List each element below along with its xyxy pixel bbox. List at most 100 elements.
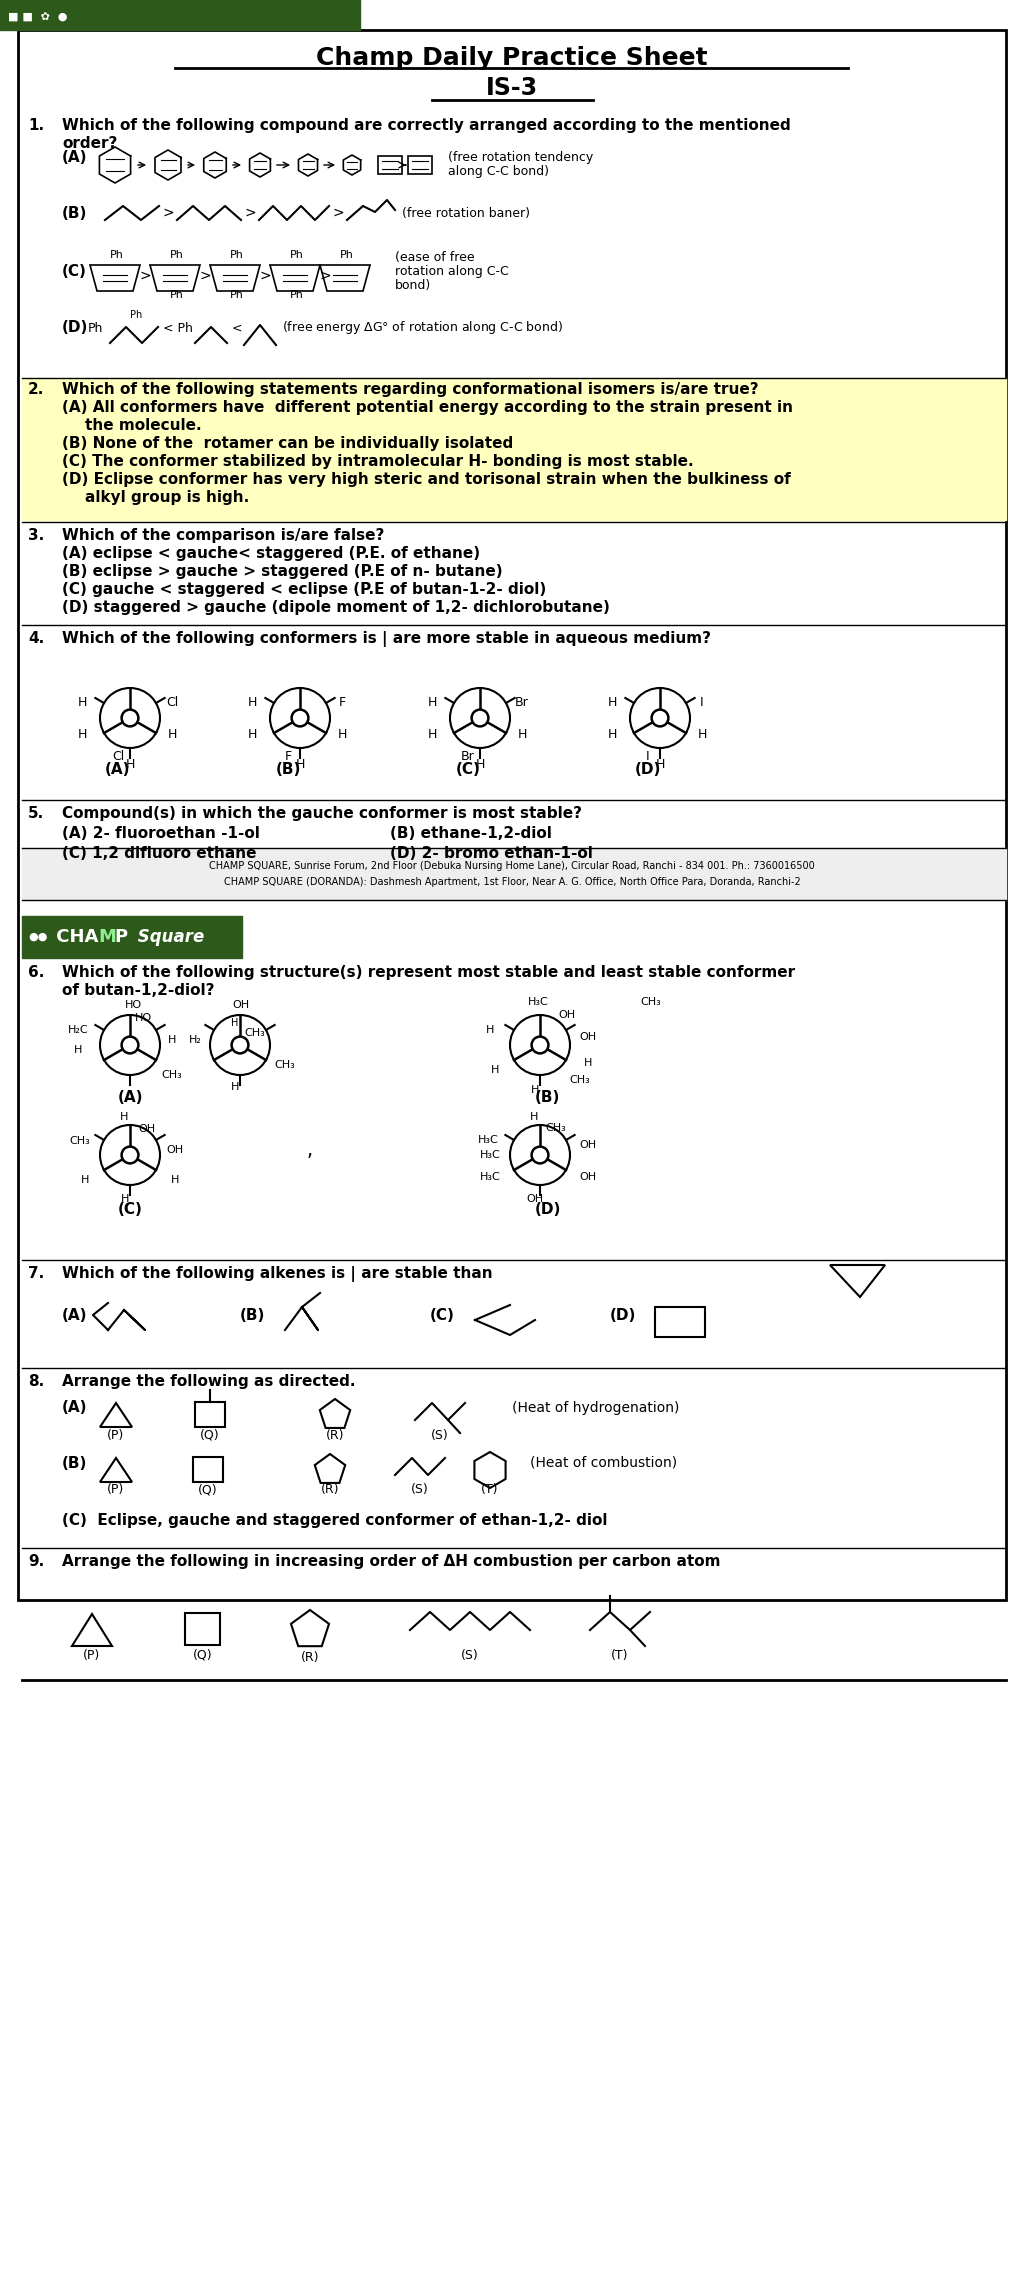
Text: (free rotation tendency: (free rotation tendency bbox=[449, 150, 593, 164]
Text: (Q): (Q) bbox=[200, 1429, 220, 1442]
Bar bbox=[22, 378, 1006, 521]
Text: (C)  Eclipse, gauche and staggered conformer of ethan-1,2- diol: (C) Eclipse, gauche and staggered confor… bbox=[62, 1513, 607, 1529]
Circle shape bbox=[231, 1037, 249, 1053]
Text: (S): (S) bbox=[411, 1483, 429, 1497]
Text: H: H bbox=[607, 696, 616, 708]
Bar bbox=[18, 30, 1006, 1599]
Text: (C) 1,2 difluoro ethane: (C) 1,2 difluoro ethane bbox=[62, 846, 256, 860]
Text: M: M bbox=[98, 928, 116, 946]
Text: Square: Square bbox=[132, 928, 204, 946]
Circle shape bbox=[122, 1037, 138, 1053]
Text: CH₃: CH₃ bbox=[274, 1060, 295, 1069]
Text: H: H bbox=[655, 758, 665, 771]
Text: F: F bbox=[285, 748, 292, 762]
Text: (T): (T) bbox=[481, 1483, 499, 1497]
Text: (R): (R) bbox=[321, 1483, 339, 1497]
Text: (B) eclipse > gauche > staggered (P.E of n- butane): (B) eclipse > gauche > staggered (P.E of… bbox=[62, 564, 503, 580]
Circle shape bbox=[122, 1147, 138, 1163]
Text: H₃C: H₃C bbox=[477, 1135, 499, 1144]
Text: H: H bbox=[427, 728, 436, 739]
Text: H₂C: H₂C bbox=[68, 1026, 88, 1035]
Text: 1.: 1. bbox=[28, 118, 44, 132]
Text: (D) staggered > gauche (dipole moment of 1,2- dichlorobutane): (D) staggered > gauche (dipole moment of… bbox=[62, 601, 610, 614]
Text: >: > bbox=[259, 268, 270, 282]
Text: (D): (D) bbox=[535, 1203, 561, 1217]
Text: OH: OH bbox=[167, 1144, 183, 1156]
Text: (C) The conformer stabilized by intramolecular H- bonding is most stable.: (C) The conformer stabilized by intramol… bbox=[62, 455, 693, 469]
Text: (A): (A) bbox=[105, 762, 131, 778]
Text: OH: OH bbox=[232, 1001, 249, 1010]
Text: Ph: Ph bbox=[88, 321, 103, 334]
Text: (C) gauche < staggered < eclipse (P.E of butan-1-2- diol): (C) gauche < staggered < eclipse (P.E of… bbox=[62, 582, 546, 596]
Text: Br: Br bbox=[461, 748, 475, 762]
Text: 2.: 2. bbox=[28, 382, 44, 398]
Text: CH₃: CH₃ bbox=[245, 1028, 265, 1037]
Text: CH₃: CH₃ bbox=[640, 996, 660, 1008]
Text: < Ph: < Ph bbox=[163, 321, 193, 334]
Text: (C): (C) bbox=[62, 264, 87, 278]
Text: CH₃: CH₃ bbox=[545, 1124, 565, 1133]
Text: OH: OH bbox=[580, 1172, 597, 1183]
Bar bbox=[408, 157, 432, 173]
Text: (free energy $\Delta$G° of rotation along C-C bond): (free energy $\Delta$G° of rotation alon… bbox=[282, 319, 563, 337]
Bar bbox=[185, 1613, 220, 1645]
Text: (B): (B) bbox=[275, 762, 301, 778]
Text: (D) Eclipse conformer has very high steric and torisonal strain when the bulkine: (D) Eclipse conformer has very high ster… bbox=[62, 471, 791, 487]
Text: CHA: CHA bbox=[50, 928, 98, 946]
Text: 4.: 4. bbox=[28, 630, 44, 646]
Text: H: H bbox=[230, 1083, 240, 1092]
Text: >: > bbox=[245, 207, 257, 221]
Bar bbox=[655, 1308, 705, 1338]
Text: (P): (P) bbox=[83, 1649, 100, 1661]
Text: CH₃: CH₃ bbox=[70, 1135, 90, 1147]
Text: ●●: ●● bbox=[28, 933, 47, 942]
Text: H: H bbox=[337, 728, 347, 739]
Text: H: H bbox=[120, 1112, 128, 1122]
Text: IS-3: IS-3 bbox=[486, 75, 538, 100]
Text: >: > bbox=[319, 268, 331, 282]
Bar bbox=[195, 1401, 225, 1426]
Text: (C): (C) bbox=[430, 1308, 455, 1322]
Text: (B): (B) bbox=[62, 205, 87, 221]
Text: (B) ethane-1,2-diol: (B) ethane-1,2-diol bbox=[390, 826, 552, 842]
Text: Which of the following structure(s) represent most stable and least stable confo: Which of the following structure(s) repr… bbox=[62, 965, 795, 981]
Text: Arrange the following as directed.: Arrange the following as directed. bbox=[62, 1374, 355, 1390]
Circle shape bbox=[122, 710, 138, 726]
Text: H: H bbox=[168, 1035, 176, 1044]
Circle shape bbox=[531, 1147, 549, 1163]
Text: ,: , bbox=[307, 1140, 313, 1160]
Text: (Heat of hydrogenation): (Heat of hydrogenation) bbox=[512, 1401, 679, 1415]
Text: Champ Daily Practice Sheet: Champ Daily Practice Sheet bbox=[316, 46, 708, 71]
Text: H₂: H₂ bbox=[188, 1035, 202, 1044]
Text: H₃C: H₃C bbox=[528, 996, 549, 1008]
Text: Which of the comparison is/are false?: Which of the comparison is/are false? bbox=[62, 528, 384, 544]
Text: (A): (A) bbox=[118, 1090, 143, 1106]
Text: (Q): (Q) bbox=[194, 1649, 213, 1661]
Text: (free rotation baner): (free rotation baner) bbox=[402, 207, 530, 218]
Text: H: H bbox=[248, 728, 257, 739]
Text: H: H bbox=[295, 758, 305, 771]
Text: (A) eclipse < gauche< staggered (P.E. of ethane): (A) eclipse < gauche< staggered (P.E. of… bbox=[62, 546, 480, 562]
Text: Ph: Ph bbox=[230, 289, 244, 300]
Text: Cl: Cl bbox=[112, 748, 124, 762]
Text: (P): (P) bbox=[108, 1483, 125, 1497]
Text: (R): (R) bbox=[301, 1652, 319, 1665]
Text: Which of the following statements regarding conformational isomers is/are true?: Which of the following statements regard… bbox=[62, 382, 759, 398]
Text: (D): (D) bbox=[610, 1308, 636, 1322]
Bar bbox=[0, 0, 360, 30]
Text: Ph: Ph bbox=[170, 289, 184, 300]
Text: F: F bbox=[339, 696, 345, 708]
Text: H₃C: H₃C bbox=[479, 1172, 501, 1183]
Text: Which of the following alkenes is | are stable than: Which of the following alkenes is | are … bbox=[62, 1265, 493, 1283]
Text: OH: OH bbox=[526, 1194, 544, 1203]
Text: H: H bbox=[697, 728, 707, 739]
Circle shape bbox=[472, 710, 488, 726]
Text: <: < bbox=[232, 321, 243, 334]
Text: Br: Br bbox=[515, 696, 528, 708]
Text: CH₃: CH₃ bbox=[162, 1069, 182, 1081]
Text: >: > bbox=[139, 268, 151, 282]
Text: (S): (S) bbox=[461, 1649, 479, 1661]
Text: Ph: Ph bbox=[170, 250, 184, 259]
Text: (C): (C) bbox=[118, 1203, 143, 1217]
Text: H: H bbox=[475, 758, 484, 771]
